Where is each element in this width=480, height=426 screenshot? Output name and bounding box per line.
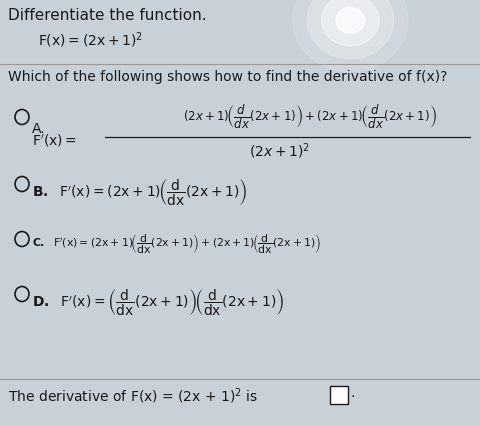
Text: $\mathbf{C.}$  $\mathrm{F'(x) = (2x+1)\!\left(\dfrac{d}{dx}(2x+1)\right)+(2x+1)\: $\mathbf{C.}$ $\mathrm{F'(x) = (2x+1)\!\…	[32, 233, 321, 256]
Text: $\mathbf{B.}$  $\mathrm{F'(x) = (2x+1)\!\left(\dfrac{d}{dx}(2x+1)\right)}$: $\mathbf{B.}$ $\mathrm{F'(x) = (2x+1)\!\…	[32, 178, 248, 208]
Text: $(2x+1)^2$: $(2x+1)^2$	[250, 141, 311, 160]
Text: $\mathbf{D.}$  $\mathrm{F'(x) = \left(\dfrac{d}{dx}(2x+1)\right)\!\left(\dfrac{d: $\mathbf{D.}$ $\mathrm{F'(x) = \left(\df…	[32, 287, 284, 318]
FancyBboxPatch shape	[330, 386, 348, 404]
Text: Differentiate the function.: Differentiate the function.	[8, 8, 206, 23]
Text: .: .	[350, 385, 354, 399]
Circle shape	[293, 0, 408, 72]
Circle shape	[336, 9, 365, 34]
Text: $(2x+1)\!\left(\dfrac{d}{dx}(2x+1)\right)+(2x+1)\!\left(\dfrac{d}{dx}(2x+1)\righ: $(2x+1)\!\left(\dfrac{d}{dx}(2x+1)\right…	[183, 103, 437, 130]
Text: $\mathrm{F(x) = (2x + 1)^2}$: $\mathrm{F(x) = (2x + 1)^2}$	[38, 30, 143, 49]
Text: A.: A.	[32, 122, 46, 136]
Text: Which of the following shows how to find the derivative of f(x)?: Which of the following shows how to find…	[8, 70, 447, 84]
Circle shape	[322, 0, 379, 47]
Circle shape	[307, 0, 394, 60]
Text: The derivative of F(x) = (2x + 1)$^2$ is: The derivative of F(x) = (2x + 1)$^2$ is	[8, 385, 258, 405]
Text: $\mathrm{F'(x) =}$: $\mathrm{F'(x) =}$	[32, 132, 77, 149]
